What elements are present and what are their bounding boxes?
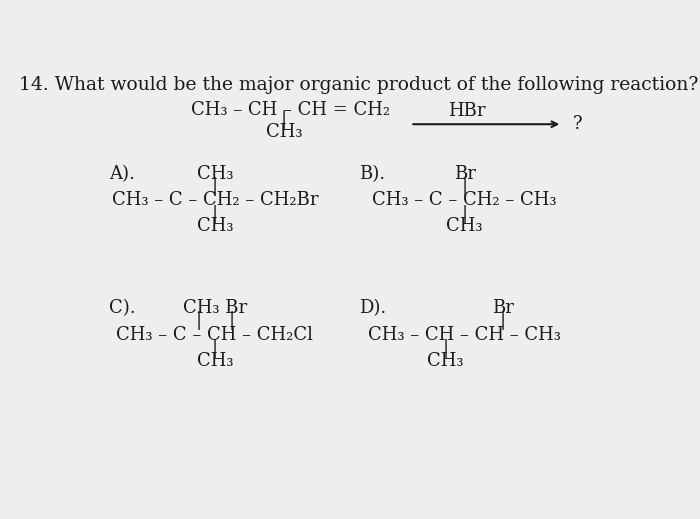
Text: 14. What would be the major organic product of the following reaction?: 14. What would be the major organic prod… — [19, 76, 699, 94]
Text: HBr: HBr — [449, 102, 486, 120]
Text: |: | — [228, 310, 235, 330]
Text: |: | — [212, 204, 218, 224]
Text: D).: D). — [358, 299, 386, 317]
Text: CH₃ – C – CH – CH₂Cl: CH₃ – C – CH – CH₂Cl — [116, 326, 314, 344]
Text: |: | — [212, 338, 218, 358]
Text: CH₃ – CH – CH = CH₂: CH₃ – CH – CH = CH₂ — [191, 101, 391, 119]
Text: CH₃: CH₃ — [197, 217, 233, 235]
Text: CH₃ Br: CH₃ Br — [183, 299, 247, 317]
Text: CH₃: CH₃ — [447, 217, 483, 235]
Text: |: | — [281, 111, 287, 130]
Text: B).: B). — [358, 165, 385, 183]
Text: ?: ? — [573, 115, 582, 133]
Text: CH₃: CH₃ — [197, 165, 233, 183]
Text: |: | — [442, 338, 449, 358]
Text: |: | — [461, 176, 468, 196]
Text: CH₃ – CH – CH – CH₃: CH₃ – CH – CH – CH₃ — [368, 326, 561, 344]
Text: CH₃ – C – CH₂ – CH₃: CH₃ – C – CH₂ – CH₃ — [372, 191, 556, 209]
Text: CH₃: CH₃ — [265, 123, 302, 141]
Text: Br: Br — [454, 165, 475, 183]
Text: C).: C). — [109, 299, 136, 317]
Text: |: | — [195, 310, 202, 330]
Text: CH₃: CH₃ — [427, 352, 464, 370]
Text: |: | — [500, 310, 505, 330]
Text: |: | — [212, 176, 218, 196]
Text: A).: A). — [109, 165, 135, 183]
Text: CH₃ – C – CH₂ – CH₂Br: CH₃ – C – CH₂ – CH₂Br — [112, 191, 318, 209]
Text: Br: Br — [491, 299, 514, 317]
Text: CH₃: CH₃ — [197, 352, 233, 370]
Text: |: | — [461, 204, 468, 224]
